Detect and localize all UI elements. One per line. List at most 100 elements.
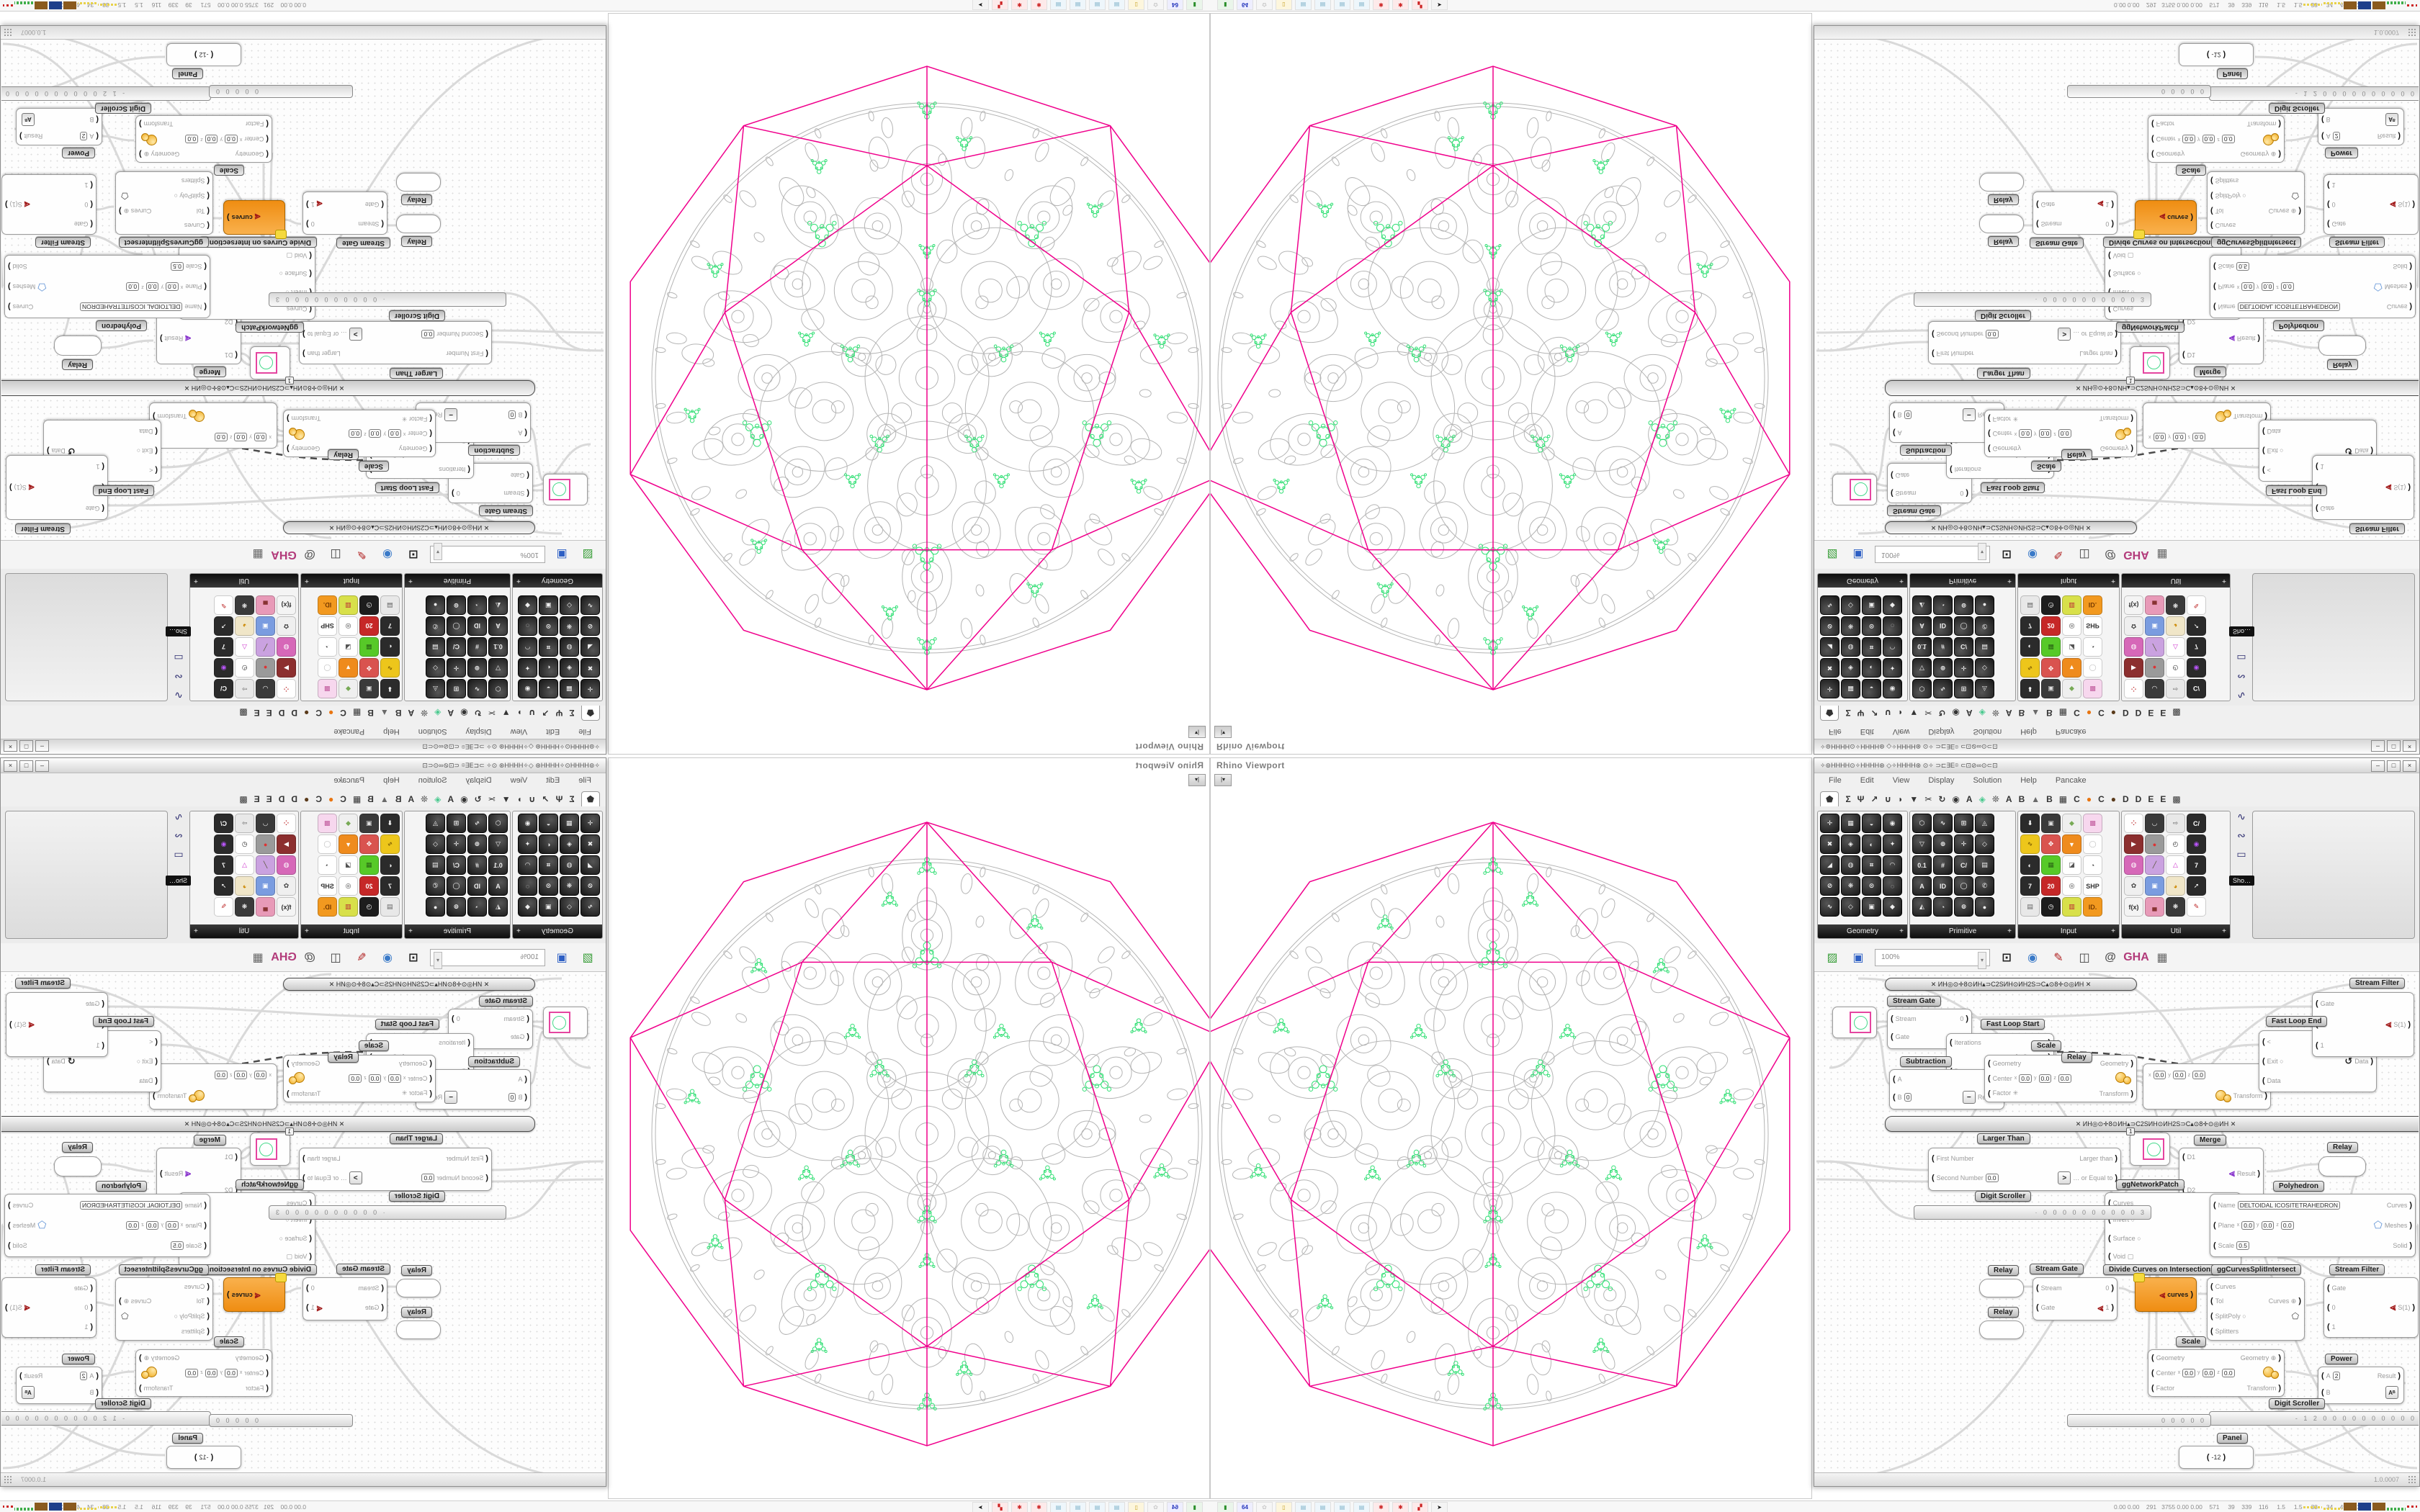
category-tab-1[interactable]: Σ [569,794,575,804]
group-capsule-bar[interactable]: ✕ ИН◎⊙✛8⊙ИН▴⊃С2SИН⊙ИН2S⊃С▴⊙8✛⊙◎ИН ✕ [1885,380,2419,396]
category-tab-2[interactable]: Ψ [555,794,563,804]
category-tab-19[interactable]: ● [328,708,334,718]
side-tool-icon[interactable]: ▭ [2236,652,2246,664]
component-icon[interactable]: ◭ [488,595,508,615]
category-tab-2[interactable]: Ψ [1857,794,1865,804]
component-icon[interactable]: ∿ [2020,658,2040,678]
component-icon[interactable]: ▦ [1841,814,1860,833]
category-tab-9[interactable]: ◉ [1952,708,1960,718]
node-polyhedron[interactable]: (Name DELTOIDAL ICOSITETRAHEDRON Curves)(P… [2210,255,2416,318]
category-tab-11[interactable]: ◈ [1978,794,1986,804]
component-icon[interactable]: ✖ [581,658,600,678]
category-tab-23[interactable]: D [278,794,285,804]
node-label[interactable]: Fast Loop End [92,1016,154,1027]
node-component[interactable]: x 0.0 y 0.0 z 0.0 Transform) [2143,1063,2271,1110]
component-icon[interactable]: ID [467,616,487,636]
minimize-button[interactable]: – [2371,760,2385,772]
palette-panel-label[interactable]: Input + [2018,574,2119,588]
node-label[interactable]: Digit Scroller [2269,103,2326,114]
canvas-zoom-box[interactable]: 100% ▾ [430,543,545,564]
node-power[interactable]: (A 2 Result)(B Aᴮ [16,108,102,145]
canvas-zoom-box[interactable]: 100% ▾ [430,948,545,969]
component-icon[interactable]: △ [2166,637,2185,657]
component-icon[interactable]: ● [2145,834,2164,854]
component-icon[interactable]: ◕ [2166,876,2185,896]
taskbar-app-icon[interactable]: ✿ [1147,1502,1164,1512]
toolbar-icon[interactable]: ▦ [252,951,264,964]
component-icon[interactable]: ◌ [1883,876,1902,896]
component-icon[interactable]: ▄ [256,897,275,917]
category-tab-1[interactable]: Σ [1845,794,1851,804]
component-icon[interactable]: ● [256,658,275,678]
component-icon[interactable]: ◷ [2041,897,2061,917]
palette-panel-label[interactable]: Util + [2122,924,2230,938]
node-polyhedron[interactable]: (Name DELTOIDAL ICOSITETRAHEDRON Curves)(P… [4,1194,210,1257]
component-icon[interactable]: ◒ [539,814,558,833]
component-icon[interactable]: ◍ [1841,637,1860,657]
component-icon[interactable]: ◯ [1954,616,1973,636]
node-relay[interactable] [54,1156,102,1176]
category-tab-3[interactable]: ↗ [542,708,550,718]
component-icon[interactable]: ◇ [560,595,579,615]
category-tab-22[interactable]: D [2122,708,2129,718]
category-tab-1[interactable]: Σ [569,708,575,718]
node-label[interactable]: Larger Than [390,368,443,379]
component-icon[interactable]: ⊘ [1820,876,1839,896]
toolbar-icon[interactable]: ▨ [1827,951,1838,964]
taskbar-app-icon[interactable]: ✿ [1256,0,1273,10]
component-icon[interactable]: ∿ [1820,897,1839,917]
category-tab-10[interactable]: A [447,794,454,804]
component-icon[interactable]: A [488,876,508,896]
taskbar-app-icon[interactable]: ▯ [1276,1502,1292,1512]
node-label[interactable]: Digit Scroller [1975,310,2032,321]
component-icon[interactable]: ⬡ [488,679,508,698]
category-tab-25[interactable]: E [2160,794,2166,804]
component-icon[interactable]: # [467,637,487,657]
node-label[interactable]: Subtraction [468,445,520,456]
component-icon[interactable]: ◐ [539,834,558,854]
toolbar-icon[interactable]: ▣ [1852,951,1864,964]
node-label[interactable]: Fast Loop End [92,485,154,496]
taskbar-app-icon[interactable]: ✱ [1031,1502,1047,1512]
category-tab-26[interactable]: ▩ [2172,708,2181,718]
component-icon[interactable]: ⬇ [2020,679,2040,698]
component-icon[interactable]: ▦ [359,637,379,657]
component-icon[interactable]: C/ [447,855,466,875]
side-tool-icon[interactable]: ▭ [174,652,184,664]
toolbar-icon[interactable]: ◫ [330,951,341,964]
toolbar-icon[interactable]: ▨ [582,548,593,561]
node-label[interactable]: Polyhedron [95,320,147,331]
component-icon[interactable]: ID. [2083,595,2102,615]
node-label[interactable]: Stream Gate [479,996,533,1007]
category-tab-14[interactable]: B [395,708,402,718]
close-button[interactable]: × [2403,740,2416,752]
show-components-tag[interactable]: Sho… [2229,876,2255,886]
component-icon[interactable]: ◍ [1841,855,1860,875]
component-icon[interactable]: ▦ [359,855,379,875]
component-icon[interactable]: ● [256,834,275,854]
node-label[interactable]: Stream Filter [2349,523,2406,534]
node-digit-scroller[interactable]: · 0 0 0 0 0 0 0 0 0 0 3 [1914,1205,2151,1220]
component-icon[interactable]: ∿ [1820,595,1839,615]
category-tab-20[interactable]: C [2098,794,2105,804]
component-icon[interactable]: ◬ [426,679,445,698]
toolbar-icon[interactable]: ◉ [382,548,393,561]
group-capsule-bar[interactable]: ✕ ИН◎⊙✛8⊙ИН▴⊃С2SИН⊙ИН2S⊃С▴⊙8✛⊙◎ИН ✕ [1,1116,535,1132]
node-component[interactable]: 1 [2126,1128,2170,1166]
taskbar-app-icon[interactable]: ▮ [1217,1502,1234,1512]
taskbar-app-icon[interactable]: ▤ [1334,0,1350,10]
node-label[interactable]: Divide Curves on Intersections [200,237,317,248]
component-icon[interactable]: ⊙ [1862,876,1881,896]
component-icon[interactable]: ✛ [447,658,466,678]
side-tool-icon[interactable]: ▭ [2236,848,2246,860]
node-label[interactable]: Panel [172,68,203,79]
menu-help[interactable]: Help [383,776,400,785]
component-icon[interactable]: ✛ [1820,679,1839,698]
component-icon[interactable]: ▣ [2145,616,2164,636]
node-label[interactable]: Relay [2061,1052,2092,1063]
category-tab-0[interactable]: ⬟ [1820,791,1839,806]
component-icon[interactable]: ◆ [339,679,358,698]
node-label[interactable]: Digit Scroller [388,1191,445,1202]
component-icon[interactable]: ∿ [2020,834,2040,854]
